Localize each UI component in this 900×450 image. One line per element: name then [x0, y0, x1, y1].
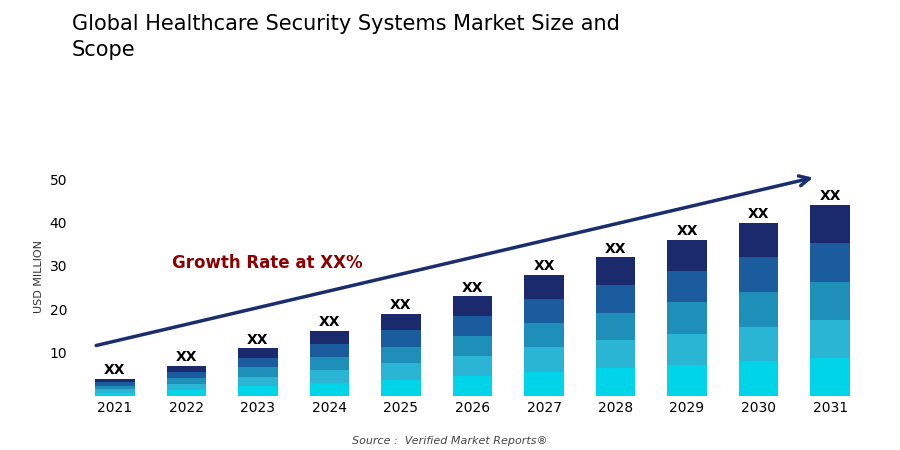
Text: XX: XX [319, 315, 340, 329]
Bar [810, 320, 850, 358]
Bar [95, 386, 135, 389]
Bar [166, 378, 206, 384]
Bar [668, 240, 706, 271]
Bar [739, 292, 778, 327]
Bar [382, 379, 420, 396]
Bar [166, 366, 206, 372]
Bar [596, 313, 635, 341]
Bar [453, 296, 492, 316]
Bar [810, 243, 850, 282]
Bar [668, 271, 706, 302]
Bar [453, 376, 492, 396]
Bar [525, 299, 563, 323]
Text: XX: XX [748, 207, 770, 221]
Text: Global Healthcare Security Systems Market Size and
Scope: Global Healthcare Security Systems Marke… [72, 14, 620, 60]
Bar [453, 336, 492, 356]
Bar [810, 282, 850, 320]
Bar [739, 257, 778, 292]
Bar [453, 316, 492, 336]
Bar [739, 223, 778, 257]
Bar [739, 361, 778, 396]
Bar [525, 323, 563, 347]
Bar [525, 347, 563, 372]
Text: XX: XX [462, 280, 483, 295]
Bar [596, 285, 635, 313]
Bar [382, 330, 420, 346]
Bar [810, 358, 850, 396]
Bar [310, 331, 349, 344]
Text: XX: XX [248, 333, 269, 346]
Bar [310, 344, 349, 357]
Text: XX: XX [676, 224, 698, 238]
Bar [810, 205, 850, 243]
Bar [310, 383, 349, 396]
Text: XX: XX [104, 363, 126, 377]
Bar [596, 257, 635, 285]
Y-axis label: USD MILLION: USD MILLION [34, 240, 44, 313]
Bar [238, 377, 277, 387]
Bar [453, 356, 492, 376]
Text: XX: XX [605, 242, 626, 256]
Bar [166, 390, 206, 396]
Bar [95, 382, 135, 386]
Text: XX: XX [391, 298, 411, 312]
Bar [382, 363, 420, 379]
Bar [238, 367, 277, 377]
Text: Source :  Verified Market Reports®: Source : Verified Market Reports® [352, 436, 548, 446]
Text: XX: XX [176, 350, 197, 364]
Bar [95, 392, 135, 396]
Text: XX: XX [819, 189, 841, 203]
Bar [596, 341, 635, 368]
Bar [525, 274, 563, 299]
Bar [668, 333, 706, 365]
Bar [668, 302, 706, 333]
Bar [166, 372, 206, 378]
Text: Growth Rate at XX%: Growth Rate at XX% [172, 254, 363, 272]
Bar [238, 358, 277, 367]
Bar [310, 370, 349, 383]
Bar [739, 327, 778, 361]
Bar [668, 365, 706, 396]
Bar [310, 357, 349, 370]
Text: XX: XX [534, 259, 554, 273]
Bar [166, 384, 206, 390]
Bar [382, 346, 420, 363]
Bar [525, 372, 563, 396]
Bar [238, 348, 277, 358]
Bar [596, 368, 635, 396]
Bar [95, 378, 135, 382]
Bar [382, 314, 420, 330]
Bar [95, 389, 135, 392]
Bar [238, 387, 277, 396]
